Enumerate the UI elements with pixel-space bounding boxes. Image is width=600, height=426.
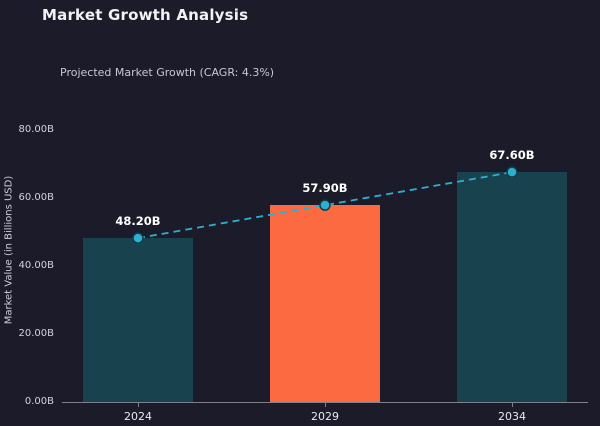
y-tick-label: 60.00B: [18, 192, 55, 203]
x-tick-mark: [512, 403, 513, 407]
y-tick-label: 0.00B: [24, 396, 54, 407]
x-tick-label: 2024: [124, 410, 152, 423]
chart-subtitle: Projected Market Growth (CAGR: 4.3%): [60, 66, 275, 79]
bar-2024[interactable]: [83, 238, 193, 402]
x-tick-mark: [138, 403, 139, 407]
bar-2029[interactable]: [270, 205, 380, 402]
x-tick-mark: [325, 403, 326, 407]
bar-2034[interactable]: [457, 172, 567, 402]
value-label: 48.20B: [115, 214, 161, 229]
y-tick-label: 40.00B: [18, 260, 55, 271]
x-tick-label: 2029: [311, 410, 339, 423]
y-tick-label: 80.00B: [18, 124, 55, 135]
y-tick-label: 20.00B: [18, 328, 55, 339]
value-label: 57.90B: [302, 181, 348, 196]
chart-title: Market Growth Analysis: [42, 6, 249, 24]
x-tick-label: 2034: [498, 410, 526, 423]
x-axis-line: [62, 402, 588, 403]
value-label: 67.60B: [489, 148, 535, 163]
